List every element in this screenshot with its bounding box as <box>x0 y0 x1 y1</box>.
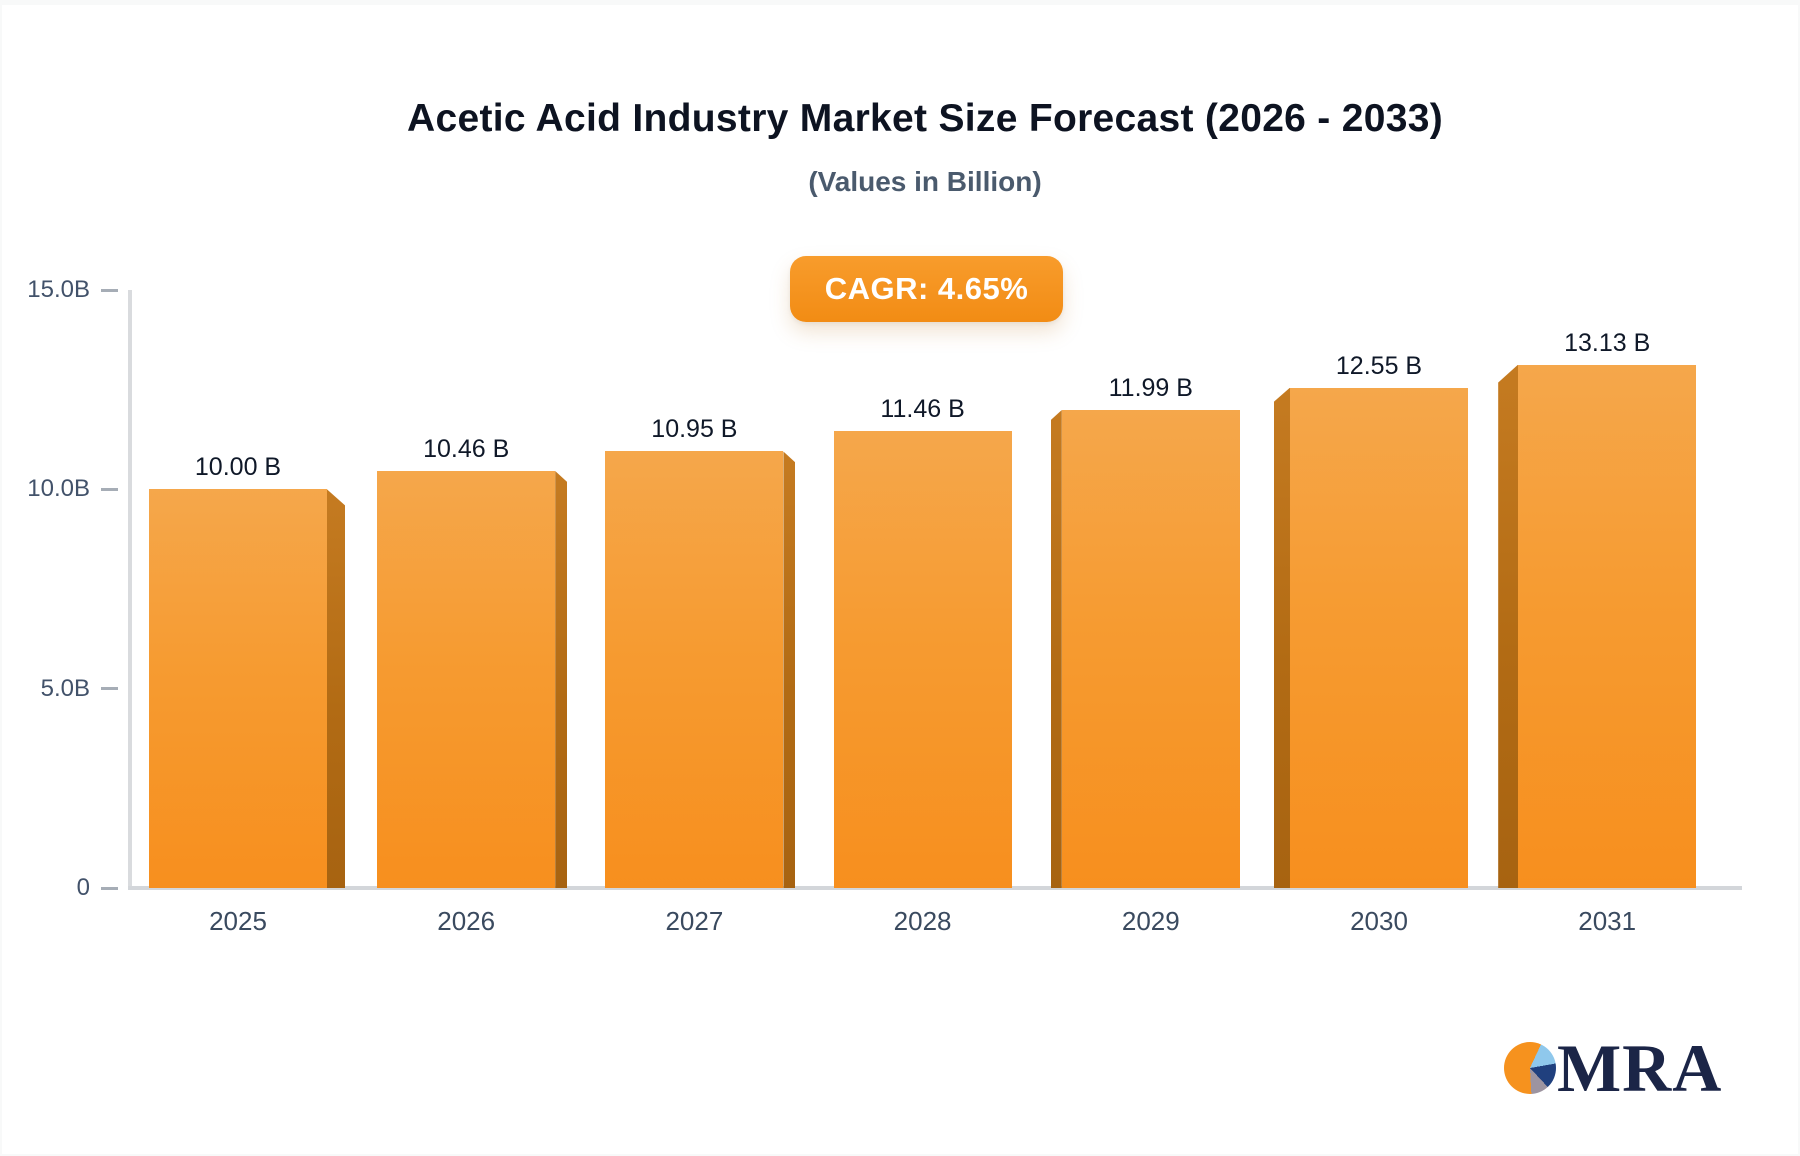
cagr-badge-label: CAGR: 4.65% <box>824 271 1029 306</box>
bar-side-face-2026 <box>555 470 568 888</box>
bar-value-label: 11.46 B <box>880 395 965 424</box>
x-axis-line <box>128 886 1742 890</box>
chart-subtitle: (Values in Billion) <box>808 166 1042 197</box>
y-axis-tick-label: 5.0B <box>40 674 90 702</box>
x-axis-label: 2031 <box>1578 906 1637 936</box>
bar-side-face-2027 <box>783 451 796 888</box>
y-axis-line <box>128 290 132 890</box>
bar-side-face-2029 <box>1050 409 1062 888</box>
bar-2027 <box>605 451 784 888</box>
x-axis-label: 2029 <box>1121 906 1180 936</box>
bar-2026 <box>377 470 556 888</box>
bar-value-label: 10.95 B <box>651 415 738 444</box>
bar-value-label: 10.46 B <box>423 434 510 463</box>
bar-side-face-2031 <box>1498 364 1519 888</box>
bar-value-label: 11.99 B <box>1108 373 1193 402</box>
bar-side-face-2025 <box>327 489 345 888</box>
bar-side-face-2030 <box>1274 387 1290 888</box>
y-axis-tick-label: 0 <box>76 874 90 901</box>
pie-chart-icon <box>1504 1042 1556 1094</box>
bar-2030 <box>1290 387 1468 888</box>
x-axis-label: 2028 <box>893 906 952 936</box>
y-axis-tick-label: 15.0B <box>27 276 90 303</box>
bar-value-label: 10.00 B <box>194 453 282 482</box>
y-axis-tick <box>101 886 118 890</box>
chart-title: Acetic Acid Industry Market Size Forecas… <box>407 97 1443 140</box>
x-axis-label: 2027 <box>665 906 724 936</box>
y-axis-tick <box>101 487 118 491</box>
y-axis-tick <box>101 288 118 292</box>
y-axis-tick-label: 10.0B <box>27 475 90 503</box>
bar-2031 <box>1518 364 1697 888</box>
x-axis-label: 2030 <box>1350 906 1408 936</box>
brand-logo-text: MRA <box>1557 1030 1723 1106</box>
x-axis-label: 2026 <box>437 906 496 936</box>
y-axis-tick <box>101 687 118 691</box>
bar-2028 <box>833 431 1012 888</box>
x-axis-label: 2025 <box>209 906 267 936</box>
bar-value-label: 13.13 B <box>1564 328 1651 357</box>
bar-2029 <box>1061 409 1240 888</box>
bar-2025 <box>149 489 327 888</box>
bar-value-label: 12.55 B <box>1335 351 1423 380</box>
cagr-badge: CAGR: 4.65% <box>790 256 1063 322</box>
brand-logo: MRA <box>1504 1030 1723 1106</box>
